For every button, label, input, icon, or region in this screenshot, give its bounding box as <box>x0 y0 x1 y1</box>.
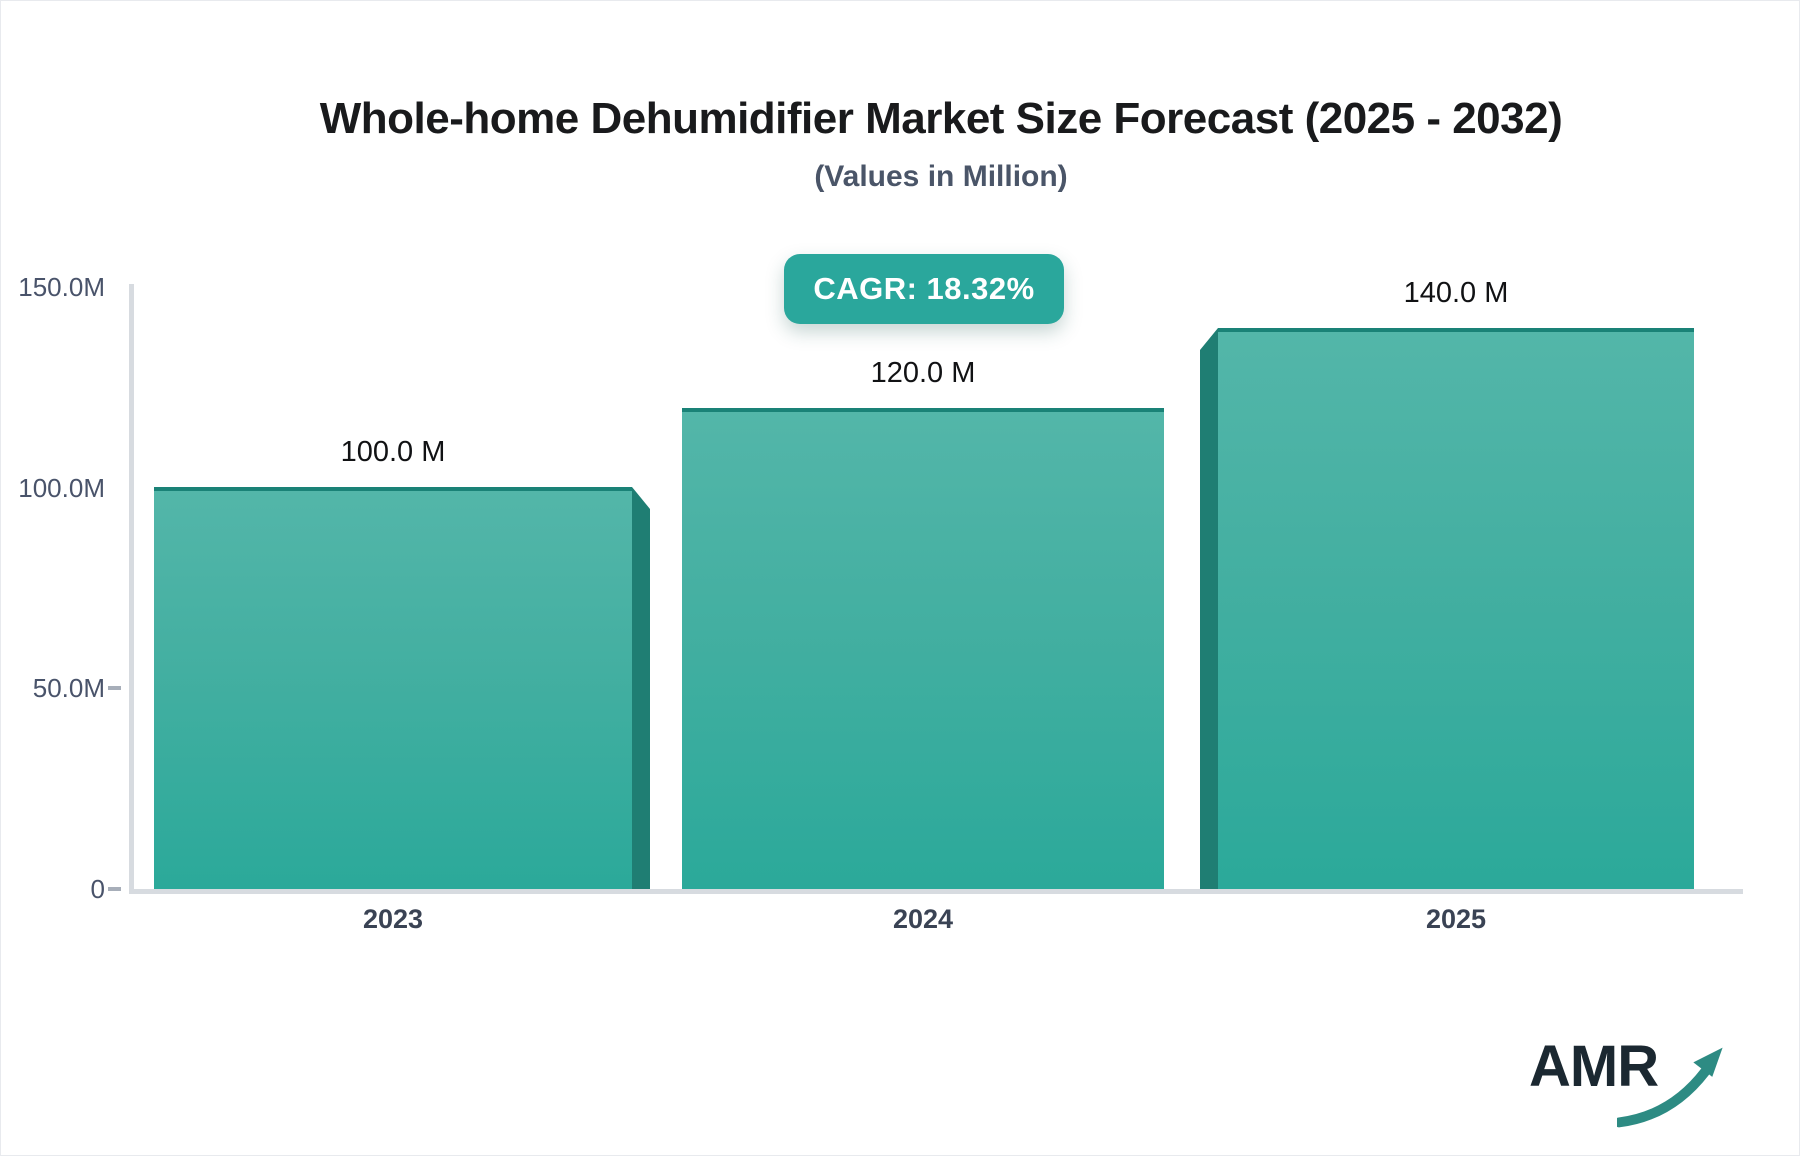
x-axis-label-2024: 2024 <box>892 904 954 934</box>
bar-value-label-2023: 100.0 M <box>340 436 446 468</box>
amr-logo: AMR <box>1521 1027 1751 1128</box>
chart-title: Whole-home Dehumidifier Market Size Fore… <box>319 94 1563 143</box>
chart-subtitle: (Values in Million) <box>814 160 1068 193</box>
y-axis-tick-mark-50m <box>108 686 121 690</box>
y-axis-tick-label-0: 0 <box>90 874 105 904</box>
y-axis-tick-label-100m: 100.0M <box>18 473 105 503</box>
growth-arrow-icon <box>1617 1047 1723 1128</box>
bar-2025 <box>1218 328 1694 889</box>
bar-2025-side-bevel <box>1200 328 1218 889</box>
y-axis-tick-label-150m: 150.0M <box>18 272 105 302</box>
cagr-badge: CAGR: 18.32% <box>784 254 1064 324</box>
bar-value-label-2024: 120.0 M <box>870 357 976 389</box>
title-block: Whole-home Dehumidifier Market Size Fore… <box>41 93 1799 195</box>
bar-2023 <box>154 487 632 889</box>
bar-2023-side-bevel <box>632 487 650 889</box>
bar-2024 <box>682 408 1164 889</box>
x-axis-label-2025: 2025 <box>1425 904 1487 934</box>
x-axis-line <box>129 889 1743 894</box>
cagr-badge-label: CAGR: 18.32% <box>813 271 1035 306</box>
x-axis-label-2023: 2023 <box>362 904 424 934</box>
y-axis-tick-mark-0 <box>108 887 121 891</box>
y-axis-line <box>129 284 134 894</box>
y-axis-tick-label-50m: 50.0M <box>32 673 105 703</box>
bar-value-label-2025: 140.0 M <box>1403 277 1509 309</box>
amr-logo-text: AMR <box>1529 1034 1659 1099</box>
